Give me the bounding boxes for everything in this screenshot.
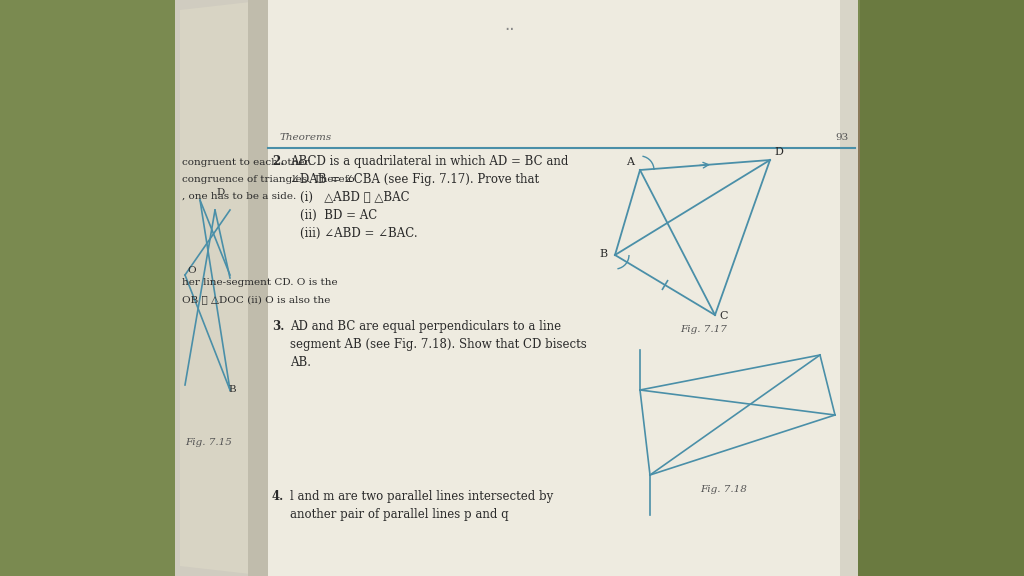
Text: another pair of parallel lines p and q: another pair of parallel lines p and q [290, 508, 509, 521]
Text: (i)   △ABD ≅ △BAC: (i) △ABD ≅ △BAC [300, 191, 410, 204]
Text: C: C [719, 311, 727, 321]
Polygon shape [860, 0, 1024, 576]
Polygon shape [248, 0, 858, 576]
Text: 3.: 3. [272, 320, 285, 333]
Text: B: B [228, 385, 236, 394]
Text: Theorems: Theorems [280, 133, 332, 142]
Text: D: D [216, 188, 224, 197]
Polygon shape [175, 0, 268, 576]
Text: l and m are two parallel lines intersected by: l and m are two parallel lines intersect… [290, 490, 553, 503]
Polygon shape [0, 0, 180, 576]
Text: (iii) ∠ABD = ∠BAC.: (iii) ∠ABD = ∠BAC. [300, 227, 418, 240]
Polygon shape [180, 0, 268, 576]
Text: her line-segment CD. O is the: her line-segment CD. O is the [182, 278, 338, 287]
Text: congruence of triangles. Therefo: congruence of triangles. Therefo [182, 175, 354, 184]
Polygon shape [840, 0, 858, 576]
Text: Fig. 7.17: Fig. 7.17 [680, 325, 727, 334]
Text: AD and BC are equal perpendiculars to a line: AD and BC are equal perpendiculars to a … [290, 320, 561, 333]
Text: 93: 93 [835, 133, 848, 142]
Text: Fig. 7.18: Fig. 7.18 [700, 485, 746, 494]
Polygon shape [248, 0, 268, 576]
Polygon shape [700, 0, 858, 80]
Text: Fig. 7.15: Fig. 7.15 [185, 438, 231, 447]
Text: 2.: 2. [272, 155, 285, 168]
Text: , one has to be a side.: , one has to be a side. [182, 192, 296, 201]
Text: ··: ·· [505, 21, 515, 39]
Text: (ii)  BD = AC: (ii) BD = AC [300, 209, 377, 222]
Text: A: A [626, 157, 634, 167]
Text: AB.: AB. [290, 356, 311, 369]
Polygon shape [248, 0, 858, 576]
Text: ∠DAB = ∠CBA (see Fig. 7.17). Prove that: ∠DAB = ∠CBA (see Fig. 7.17). Prove that [290, 173, 539, 186]
Text: O: O [187, 266, 196, 275]
Text: congruent to each other.: congruent to each other. [182, 158, 311, 167]
Text: OB ≅ △DOC (ii) O is also the: OB ≅ △DOC (ii) O is also the [182, 295, 331, 304]
Text: ABCD is a quadrilateral in which AD = BC and: ABCD is a quadrilateral in which AD = BC… [290, 155, 568, 168]
Text: D: D [774, 147, 783, 157]
Text: 4.: 4. [272, 490, 285, 503]
Text: B: B [599, 249, 607, 259]
Text: segment AB (see Fig. 7.18). Show that CD bisects: segment AB (see Fig. 7.18). Show that CD… [290, 338, 587, 351]
